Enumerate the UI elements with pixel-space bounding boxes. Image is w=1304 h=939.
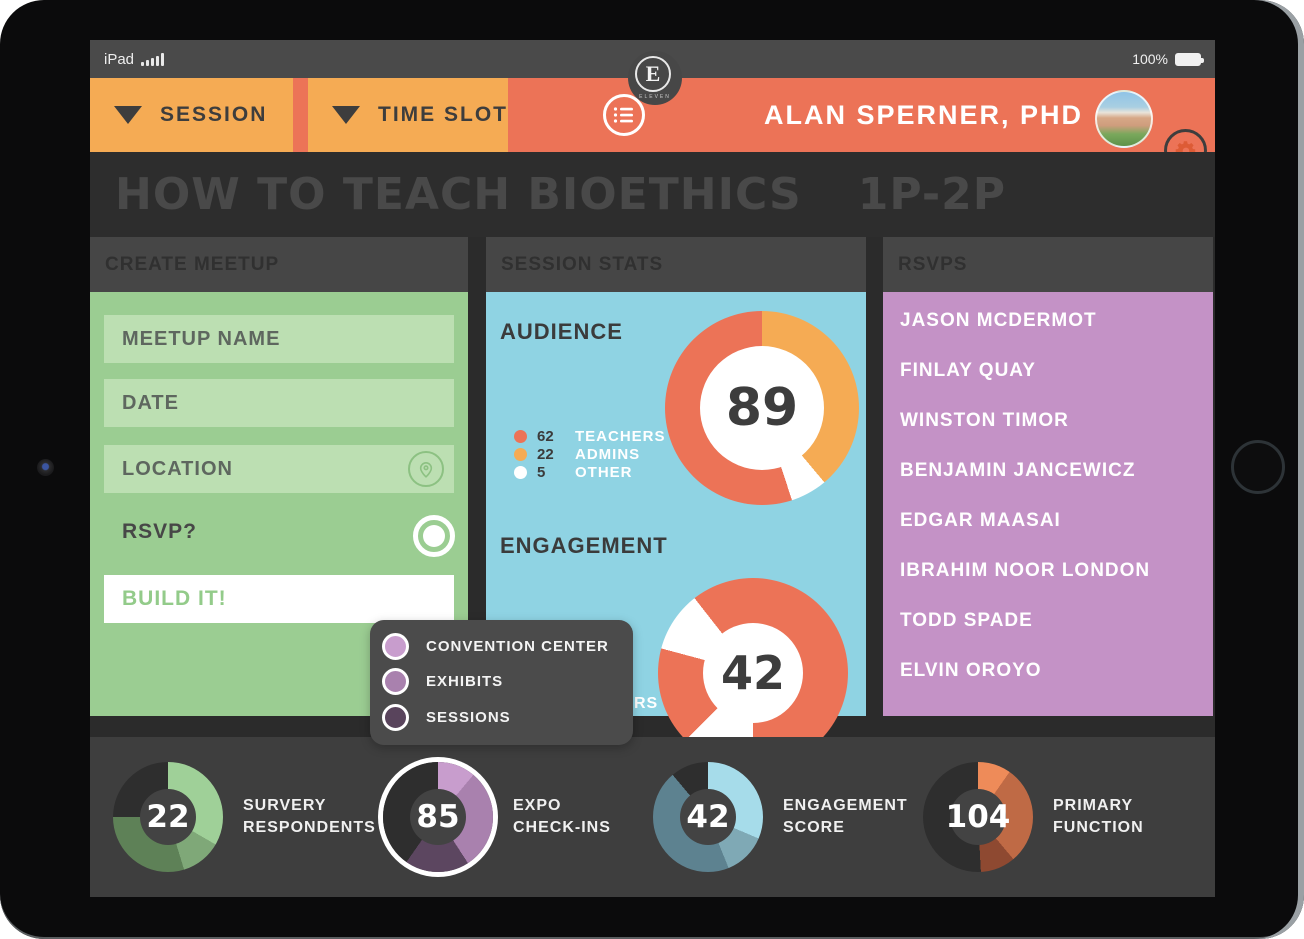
rsvp-toggle[interactable] — [413, 515, 455, 557]
survey-respondents-label: SURVERY RESPONDENTS — [243, 797, 376, 836]
page-title: HOW TO TEACH BIOETHICS — [115, 169, 802, 220]
time-range: 1P-2P — [857, 169, 1006, 220]
rsvps-panel: RSVPS JASON MCDERMOT FINLAY QUAY WINSTON… — [883, 237, 1213, 716]
eleven-logo-badge: E ELEVEN — [628, 51, 682, 105]
expo-checkins-value: 85 — [416, 799, 460, 835]
app-screen: iPad 100% SESSION — [90, 40, 1215, 897]
audience-donut-chart: 89 — [665, 311, 859, 505]
list-icon — [613, 107, 633, 123]
timeslot-dropdown-label: TIME SLOT — [378, 103, 508, 126]
survey-respondents-value: 22 — [146, 799, 190, 835]
rsvps-header: RSVPS — [883, 237, 1213, 292]
signal-strength-icon — [141, 52, 165, 66]
engagement-score: 42 — [720, 646, 785, 700]
battery-icon — [1175, 52, 1204, 66]
bottom-stats-bar: 22 SURVERY RESPONDENTS 85 EXPO CHECK-INS 4… — [90, 737, 1215, 897]
expo-checkins-donut[interactable]: 85 — [383, 762, 493, 872]
session-title-bar: HOW TO TEACH BIOETHICS 1P-2P — [90, 152, 1215, 237]
session-stats-header: SESSION STATS — [486, 237, 866, 292]
expo-checkins-label: EXPO CHECK-INS — [513, 797, 611, 836]
user-avatar[interactable] — [1095, 90, 1153, 148]
primary-function-value: 104 — [945, 799, 1011, 835]
engagement-label: ENGAGEMENT — [500, 533, 668, 558]
rsvp-list-item: BENJAMIN JANCEWICZ — [900, 460, 1136, 481]
primary-function-label: PRIMARY FUNCTION — [1053, 797, 1144, 836]
legend-dot — [514, 429, 527, 443]
session-dropdown-button[interactable]: SESSION — [90, 78, 293, 152]
front-camera — [37, 459, 54, 476]
rsvp-list-item: IBRAHIM NOOR LONDON — [900, 560, 1151, 581]
create-meetup-header: CREATE MEETUP — [90, 237, 468, 292]
rsvp-list-item: TODD SPADE — [900, 610, 1033, 631]
engagement-score-label: ENGAGEMENT SCORE — [783, 797, 908, 836]
rsvp-list-item: FINLAY QUAY — [900, 360, 1036, 381]
venue-option-sessions[interactable]: SESSIONS — [382, 703, 511, 731]
app-header: SESSION TIME SLOT E ELEVEN — [90, 51, 1215, 172]
radio-icon — [382, 632, 409, 660]
create-meetup-panel: CREATE MEETUP MEETUP NAME DATE LOCATION — [90, 237, 468, 716]
radio-icon — [382, 667, 409, 695]
venue-filter-popup: CONVENTION CENTER EXHIBITS SESSIONS — [370, 620, 633, 745]
rsvp-label: RSVP? — [122, 520, 198, 543]
engagement-score-donut[interactable]: 42 — [653, 762, 763, 872]
venue-option-convention-center[interactable]: CONVENTION CENTER — [382, 632, 609, 660]
chevron-down-icon — [332, 106, 360, 124]
engagement-donut-chart: 42 — [658, 578, 848, 768]
logo-subtext: ELEVEN — [639, 94, 671, 100]
location-field[interactable]: LOCATION — [104, 445, 454, 493]
build-it-button[interactable]: BUILD IT! — [104, 575, 454, 623]
rsvp-list-item: EDGAR MAASAI — [900, 510, 1061, 531]
legend-item: 22 ADMINS — [514, 445, 666, 463]
survey-respondents-donut[interactable]: 22 — [113, 762, 223, 872]
location-pin-icon[interactable] — [408, 451, 444, 487]
legend-dot — [514, 447, 527, 461]
legend-dot — [514, 465, 527, 479]
audience-label: AUDIENCE — [500, 319, 623, 344]
primary-function-donut[interactable]: 104 — [923, 762, 1033, 872]
logo-letter: E — [635, 56, 671, 92]
chevron-down-icon — [114, 106, 142, 124]
audience-legend: 62 TEACHERS 22 ADMINS 5 OTHER — [514, 427, 666, 481]
user-name: ALAN SPERNER, PHD — [763, 99, 1083, 130]
rsvp-list-item: WINSTON TIMOR — [900, 410, 1069, 431]
meetup-name-field[interactable]: MEETUP NAME — [104, 315, 454, 363]
battery-percent: 100% — [1132, 51, 1168, 67]
rsvp-list-item: JASON MCDERMOT — [900, 310, 1097, 331]
legend-item: 62 TEACHERS — [514, 427, 666, 445]
home-button[interactable] — [1231, 440, 1285, 494]
venue-option-exhibits[interactable]: EXHIBITS — [382, 667, 503, 695]
engagement-score-value: 42 — [686, 799, 730, 835]
location-placeholder: LOCATION — [122, 457, 233, 480]
session-dropdown-label: SESSION — [160, 103, 268, 126]
legend-item: 5 OTHER — [514, 463, 666, 481]
date-field[interactable]: DATE — [104, 379, 454, 427]
occluded-legend-fragment: RS — [634, 695, 659, 712]
rsvp-list-item: ELVIN OROYO — [900, 660, 1042, 681]
list-menu-button[interactable] — [603, 94, 645, 136]
timeslot-dropdown-button[interactable]: TIME SLOT — [308, 78, 508, 152]
audience-total: 89 — [725, 378, 799, 438]
radio-icon — [382, 703, 409, 731]
device-brand-label: iPad — [104, 50, 135, 68]
